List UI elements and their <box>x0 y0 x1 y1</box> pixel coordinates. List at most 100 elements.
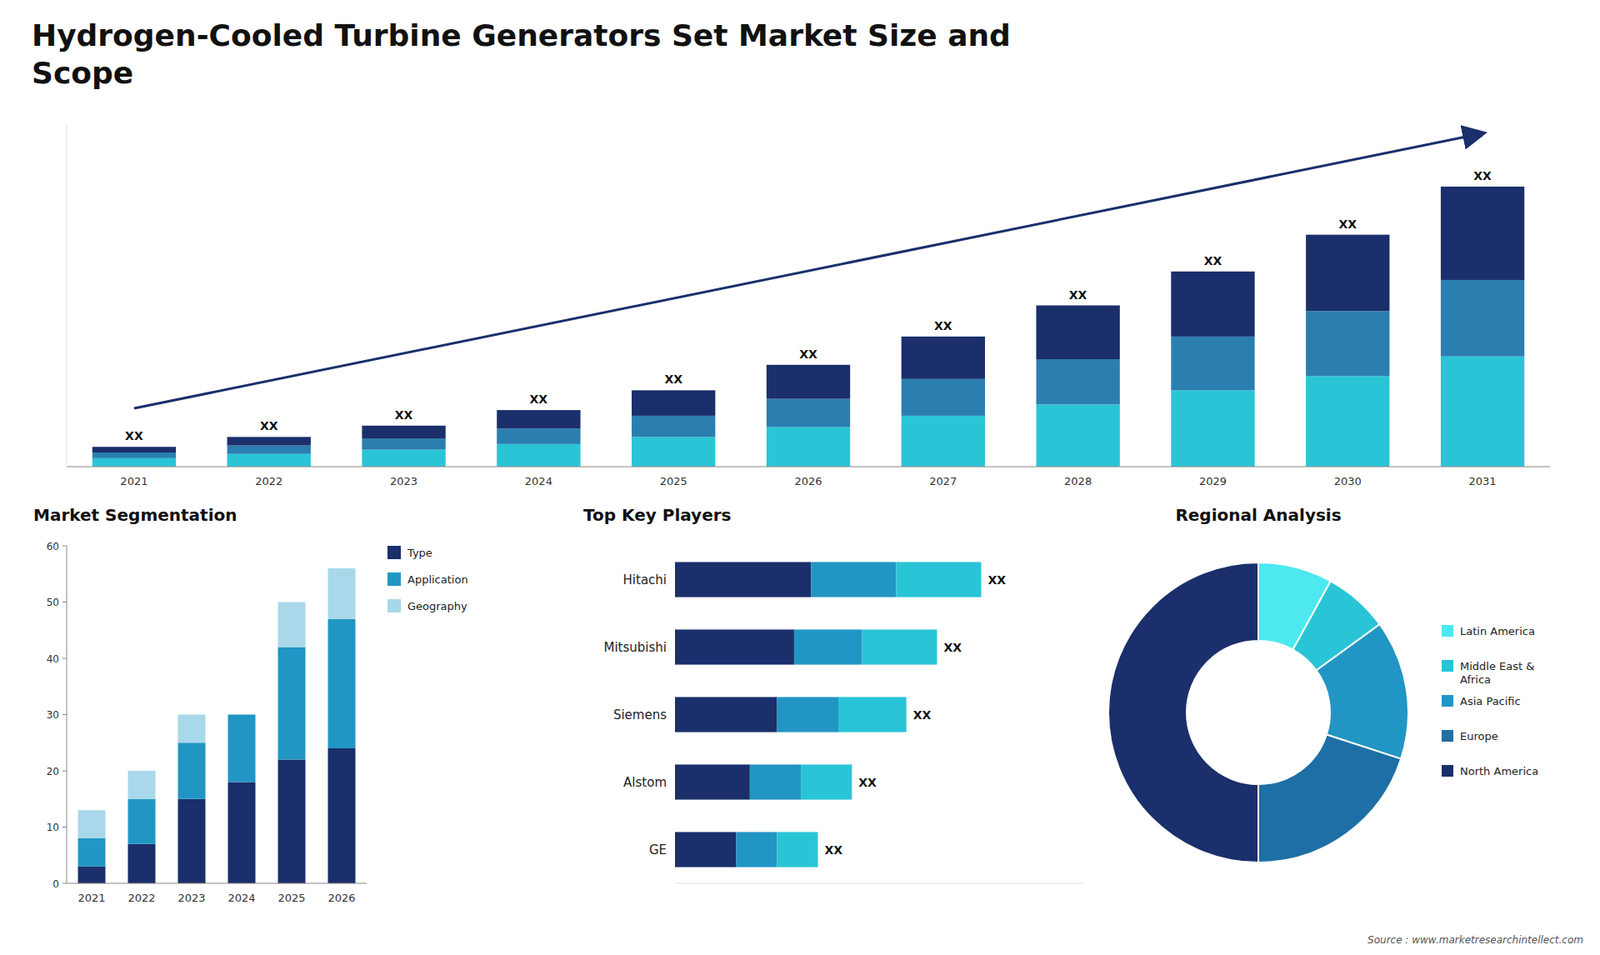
legend-swatch <box>387 545 401 560</box>
bar <box>1440 280 1525 357</box>
bar <box>328 619 356 749</box>
bar-annotation: XX <box>943 640 962 655</box>
x-tick-label: 2024 <box>227 891 255 905</box>
legend-label: Latin America <box>1460 625 1535 638</box>
x-axis-line <box>66 466 1550 468</box>
bar <box>1035 404 1120 467</box>
bar <box>675 764 750 800</box>
bar <box>750 764 801 800</box>
source-note: Source : www.marketresearchintellect.com <box>1367 934 1584 946</box>
bar <box>92 458 176 467</box>
bar <box>1440 186 1525 280</box>
bar <box>278 602 306 648</box>
bar <box>631 415 715 437</box>
bar <box>1170 336 1255 390</box>
x-axis-line <box>675 883 1084 885</box>
bar <box>631 390 715 416</box>
legend-label: Type <box>406 546 433 560</box>
x-tick-label: 2026 <box>794 475 822 488</box>
legend-swatch <box>1441 730 1454 742</box>
bar <box>496 428 580 445</box>
legend-swatch <box>1441 625 1454 637</box>
bar <box>1035 305 1120 360</box>
x-tick-label: 2023 <box>390 475 418 488</box>
y-tick-label: 20 <box>46 765 60 778</box>
bar <box>78 810 106 839</box>
chart-title: Hydrogen-Cooled Turbine Generators Set M… <box>31 18 1011 90</box>
bar-annotation: XX <box>858 775 877 790</box>
bar-annotation: XX <box>125 429 144 443</box>
bar <box>227 454 311 467</box>
bar <box>1305 235 1390 312</box>
y-tick <box>62 658 67 660</box>
x-axis-line <box>66 883 367 885</box>
bar <box>328 568 356 620</box>
bar <box>1305 310 1390 376</box>
bar <box>895 561 981 597</box>
bar <box>766 426 850 467</box>
bar <box>777 696 840 732</box>
chart-root: Hydrogen-Cooled Turbine Generators Set M… <box>0 0 1600 955</box>
y-tick-label: Mitsubishi <box>604 640 668 655</box>
x-tick-label: 2030 <box>1334 475 1362 488</box>
y-tick-label: Alstom <box>623 775 667 790</box>
bar-annotation: XX <box>1204 254 1223 268</box>
legend-swatch <box>387 599 401 613</box>
bar <box>1440 356 1525 467</box>
bar <box>227 445 311 455</box>
text-line: Scope <box>31 55 134 90</box>
legend-swatch <box>1441 660 1454 672</box>
bar <box>1170 271 1255 337</box>
bar-annotation: XX <box>260 419 279 433</box>
y-tick-label: 0 <box>52 878 60 890</box>
bar <box>228 714 256 715</box>
bar <box>361 425 445 439</box>
bar <box>128 770 156 800</box>
bar <box>496 444 580 467</box>
bar-annotation: XX <box>1338 217 1357 231</box>
y-tick-label: 50 <box>46 596 60 609</box>
bar <box>838 696 907 732</box>
bar-annotation: XX <box>395 408 414 422</box>
chart-title: Regional Analysis <box>1175 505 1341 525</box>
y-tick <box>62 770 67 772</box>
x-tick-label: 2022 <box>255 475 283 488</box>
bar <box>862 629 938 665</box>
bar <box>128 799 156 845</box>
legend-swatch <box>387 572 401 586</box>
bar <box>361 438 445 450</box>
bar <box>794 629 863 665</box>
bar <box>496 410 580 429</box>
y-tick-label: 60 <box>46 540 60 553</box>
text-line: Africa <box>1460 673 1491 686</box>
bar-annotation: XX <box>1069 288 1088 302</box>
bar <box>675 831 737 867</box>
pie-slice <box>1108 562 1259 863</box>
bar <box>227 436 311 445</box>
x-tick-label: 2027 <box>929 475 957 488</box>
x-tick-label: 2021 <box>120 475 148 488</box>
bar-annotation: XX <box>530 392 549 406</box>
bar <box>1170 390 1255 467</box>
y-tick-label: 30 <box>46 709 60 721</box>
y-tick <box>62 545 67 547</box>
x-tick-label: 2028 <box>1064 475 1092 488</box>
legend-label: Geography <box>407 600 468 613</box>
y-tick <box>62 826 67 828</box>
bar <box>228 782 256 885</box>
text-line: Middle East & <box>1460 660 1535 673</box>
plot-area <box>675 561 982 867</box>
plot-area <box>92 186 1525 467</box>
legend-label: Application <box>407 573 469 586</box>
x-tick-label: 2023 <box>177 891 205 905</box>
bar <box>675 561 811 597</box>
bar <box>766 399 850 428</box>
bar-annotation: XX <box>664 372 683 386</box>
legend-swatch <box>1441 695 1454 707</box>
y-tick <box>62 714 67 715</box>
bar-annotation: XX <box>913 708 932 722</box>
bar <box>810 561 896 597</box>
bar <box>92 446 176 453</box>
x-tick-label: 2024 <box>525 475 553 488</box>
x-tick-label: 2031 <box>1469 475 1497 488</box>
